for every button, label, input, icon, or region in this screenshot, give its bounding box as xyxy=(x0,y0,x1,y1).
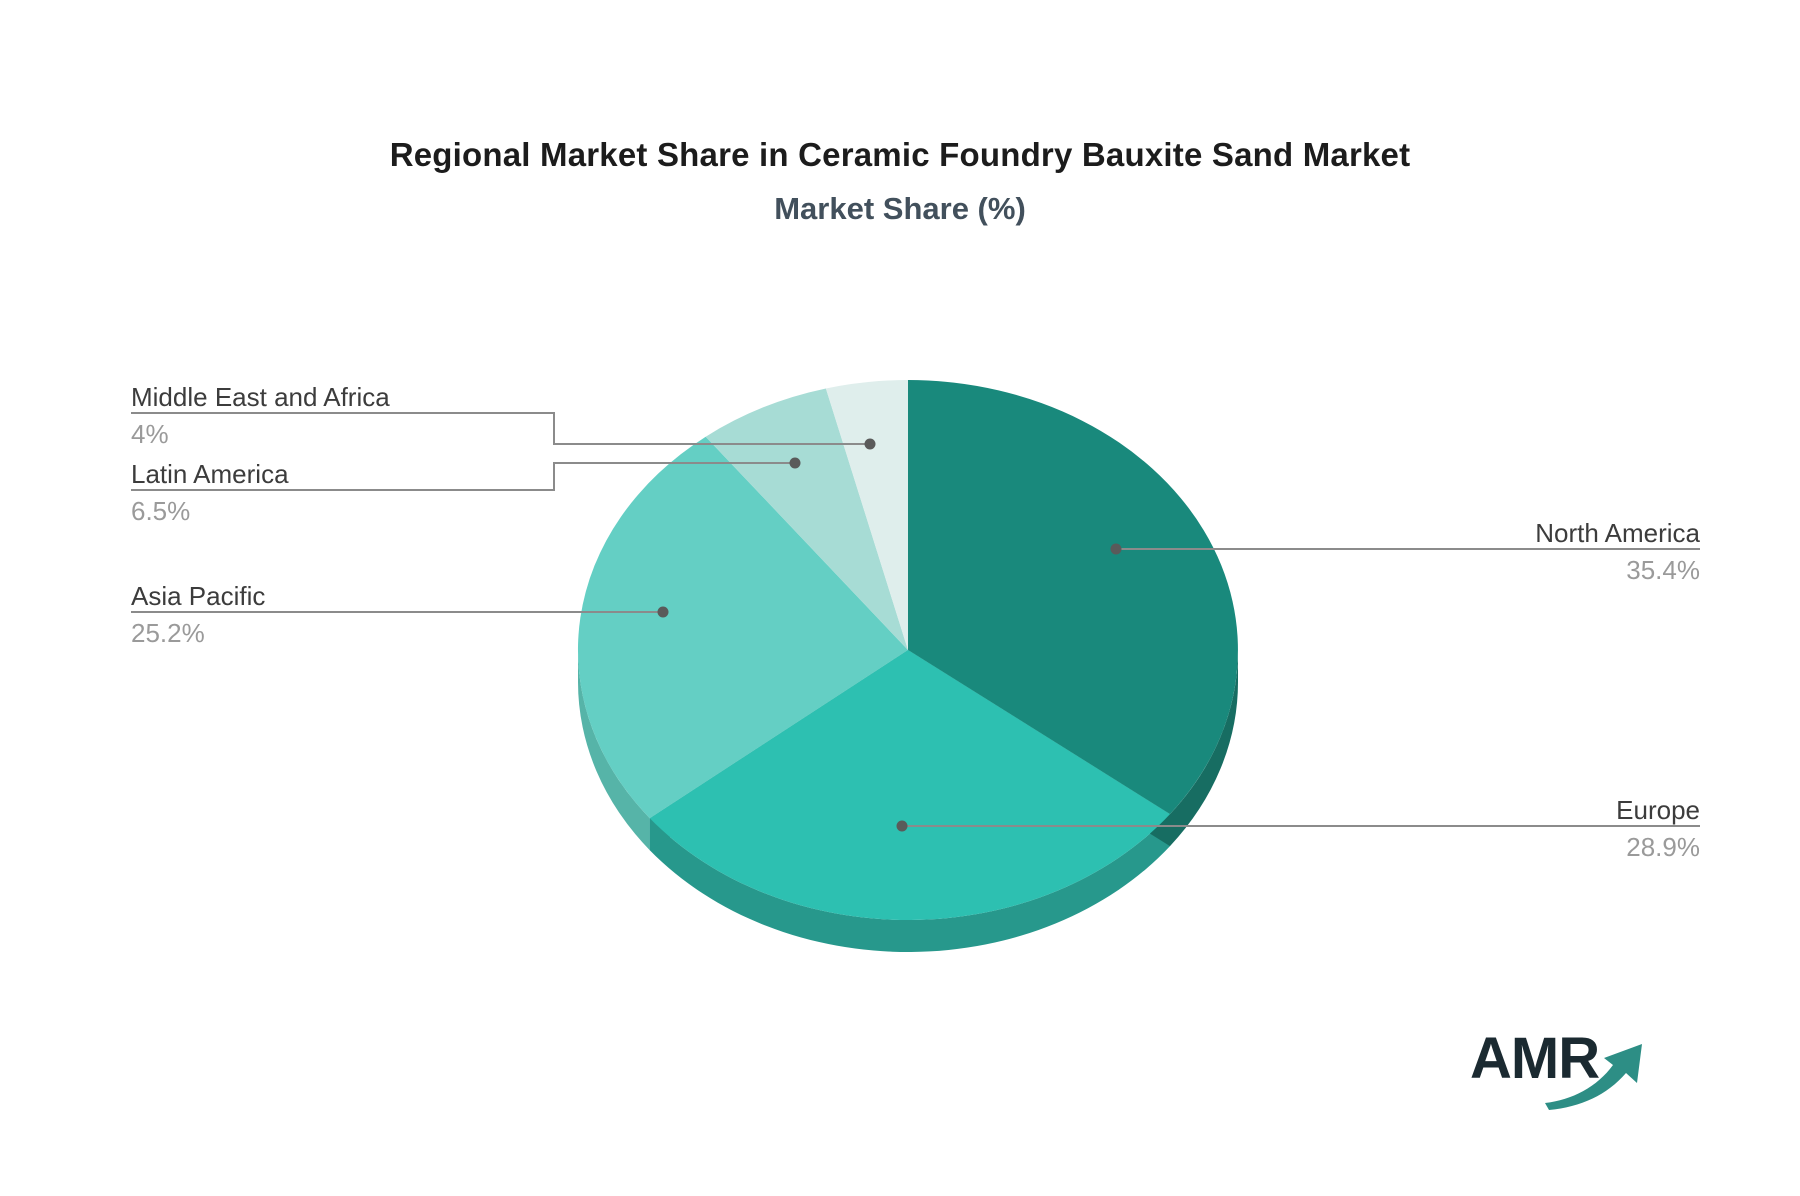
slice-label-text: North America xyxy=(1535,518,1700,548)
pie-slice-latin-america[interactable] xyxy=(705,388,908,651)
pie-slice-middle-east-and-africa[interactable] xyxy=(825,380,908,650)
slice-label-latin-america: Latin America 6.5% xyxy=(131,459,555,526)
amr-logo-arrow-icon xyxy=(1545,1044,1642,1110)
leader-line-latin-america xyxy=(131,462,795,491)
slice-value-text: 28.9% xyxy=(1626,832,1700,862)
pie-slice-europe[interactable] xyxy=(649,650,1170,921)
pie-slice-side-asia-pacific xyxy=(577,650,650,851)
chart-title: Regional Market Share in Ceramic Foundry… xyxy=(389,136,1411,173)
leader-lines xyxy=(131,412,1700,832)
slice-label-asia-pacific: Asia Pacific 25.2% xyxy=(131,581,555,648)
leader-dot-europe xyxy=(896,820,908,832)
slice-label-middle-east-and-africa: Middle East and Africa 4% xyxy=(131,382,555,449)
leader-dot-middle-east-and-africa xyxy=(864,438,876,450)
slice-label-text: Latin America xyxy=(131,459,289,489)
slice-label-text: Asia Pacific xyxy=(131,581,266,611)
slice-value-text: 35.4% xyxy=(1626,555,1700,585)
slice-value-text: 4% xyxy=(131,419,169,449)
slice-label-north-america: North America 35.4% xyxy=(1200,518,1700,585)
pie-slice-side-europe xyxy=(649,814,1170,953)
pie-3d xyxy=(577,380,1238,953)
pie-slice-side-north-america xyxy=(1170,650,1238,847)
pie-slice-asia-pacific[interactable] xyxy=(577,436,908,819)
slice-label-europe: Europe 28.9% xyxy=(1200,795,1700,862)
leader-dot-latin-america xyxy=(789,457,801,469)
slice-label-text: Middle East and Africa xyxy=(131,382,390,412)
slice-label-text: Europe xyxy=(1616,795,1700,825)
slice-value-text: 6.5% xyxy=(131,496,191,526)
leader-dot-asia-pacific xyxy=(657,606,669,618)
chart-subtitle: Market Share (%) xyxy=(774,191,1026,226)
amr-logo: AMR xyxy=(1470,1026,1700,1136)
slice-value-text: 25.2% xyxy=(131,618,205,648)
leader-line-middle-east-and-africa xyxy=(131,412,870,445)
pie-slice-north-america[interactable] xyxy=(908,380,1238,815)
leader-dot-north-america xyxy=(1110,543,1122,555)
amr-logo-text: AMR xyxy=(1470,1026,1600,1091)
